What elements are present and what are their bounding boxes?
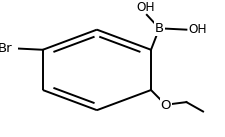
Text: OH: OH bbox=[136, 1, 154, 14]
Text: OH: OH bbox=[188, 23, 206, 36]
Text: Br: Br bbox=[0, 42, 13, 55]
Text: O: O bbox=[160, 99, 170, 112]
Text: B: B bbox=[154, 22, 163, 35]
